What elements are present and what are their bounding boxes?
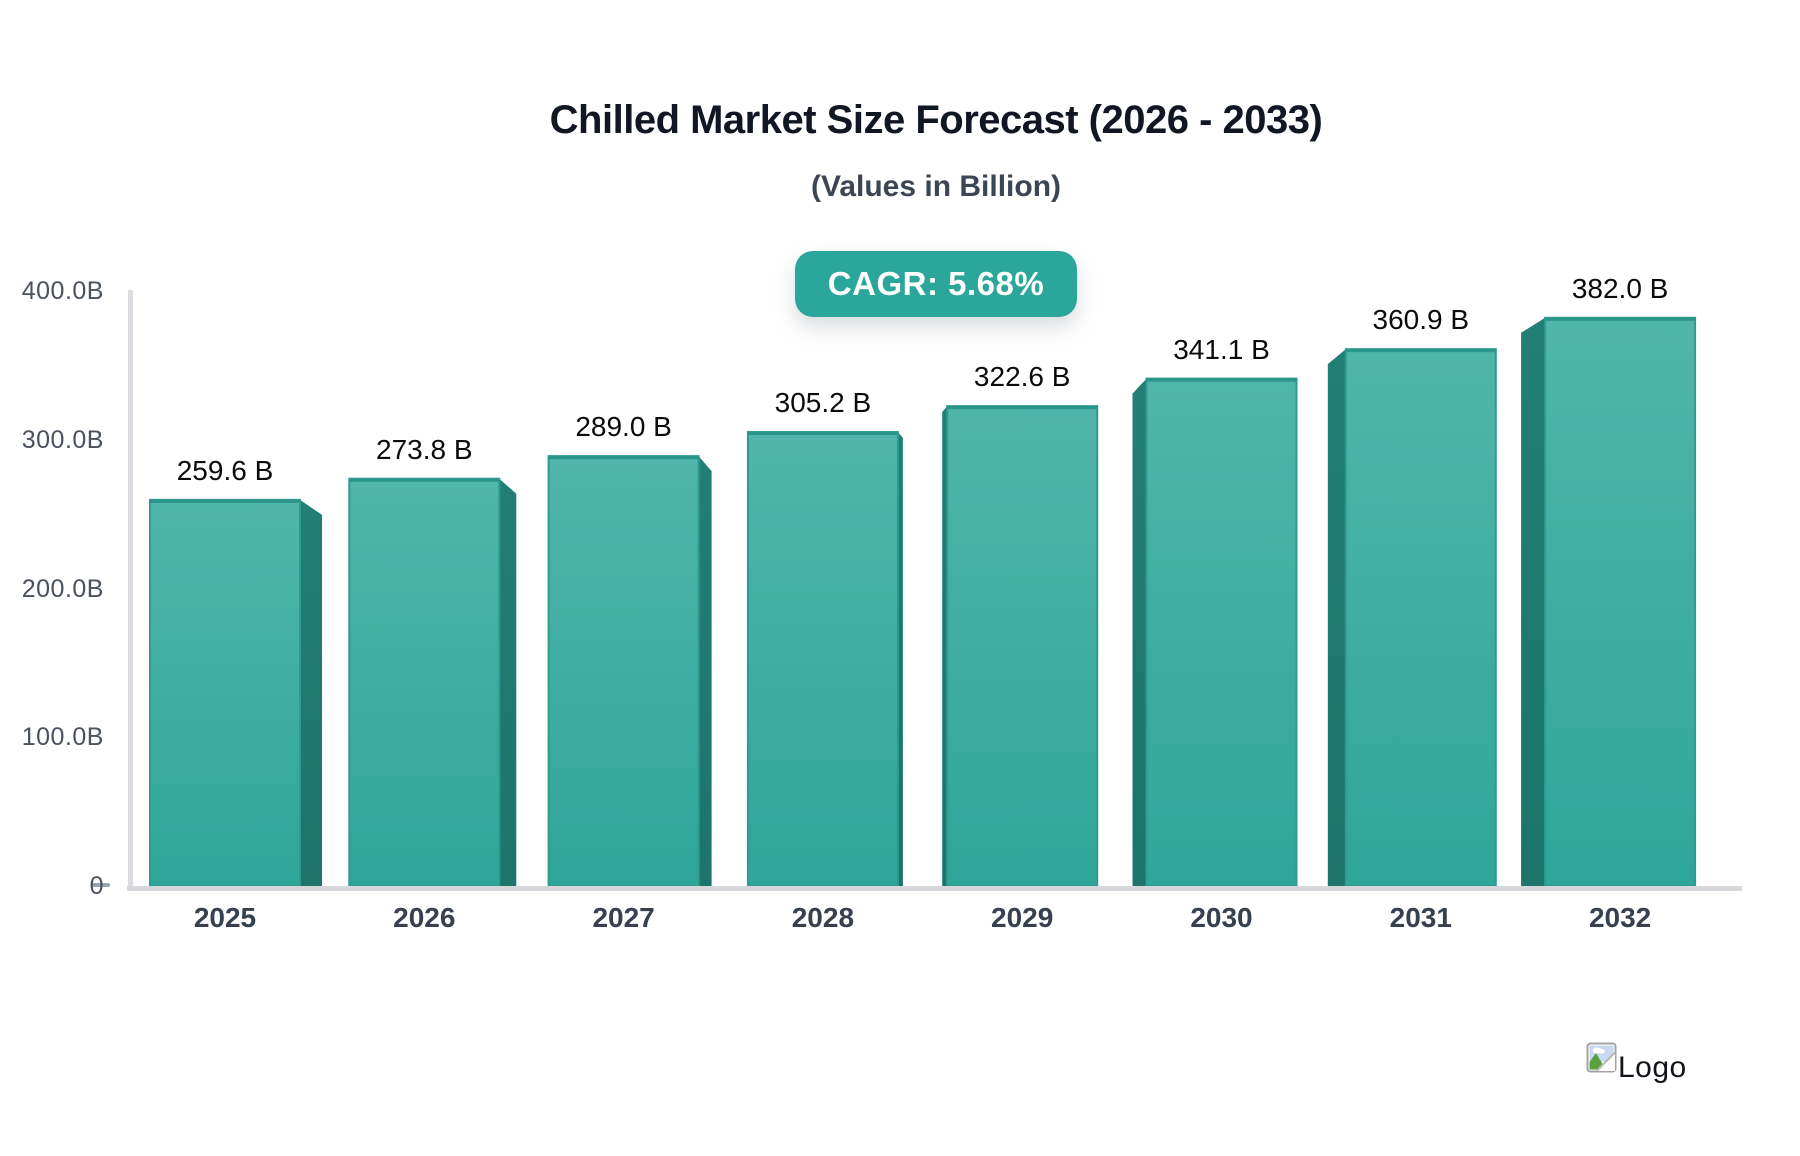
x-label-2027: 2027 [592, 902, 655, 933]
bar-front-face [1145, 377, 1298, 887]
bars-group [149, 316, 1697, 887]
y-tick-0: 0 [89, 872, 104, 900]
value-label-2026: 273.8 B [376, 433, 473, 465]
bar-front-face [149, 498, 301, 887]
value-label-2029: 322.6 B [973, 361, 1071, 393]
bar-side-face [1327, 349, 1346, 886]
bar-side-face [698, 456, 712, 886]
bar-2032 [1521, 316, 1697, 887]
value-label-2032: 382.0 B [1571, 272, 1669, 304]
bar-front-face [1544, 316, 1697, 887]
x-label-2032: 2032 [1588, 902, 1652, 933]
value-label-2030: 341.1 B [1173, 333, 1270, 365]
bar-2027 [547, 455, 712, 887]
bar-side-face [300, 499, 322, 886]
logo-text: Logo [1618, 1051, 1687, 1084]
x-label-2031: 2031 [1389, 902, 1452, 933]
chart-subtitle: (Values in Billion) [810, 170, 1062, 203]
x-label-2028: 2028 [791, 902, 855, 933]
bar-front-face [547, 455, 700, 887]
bar-2026 [348, 477, 517, 887]
logo: Logo [1586, 1042, 1687, 1085]
chart-title: Chilled Market Size Forecast (2026 - 203… [549, 98, 1323, 142]
bar-2025 [149, 498, 322, 887]
bar-front-face [946, 405, 1099, 887]
bar-2031 [1327, 348, 1497, 887]
x-baseline [127, 886, 1742, 891]
value-label-2027: 289.0 B [575, 411, 672, 443]
cagr-badge: CAGR: 5.68% [794, 251, 1078, 317]
bar-side-face [1132, 378, 1147, 886]
x-label-2026: 2026 [393, 902, 456, 933]
bar-2030 [1132, 377, 1298, 887]
bar-front-face [746, 431, 899, 887]
bar-2028 [746, 431, 903, 887]
y-tick-200: 200.0B [21, 574, 104, 603]
bar-side-face [897, 432, 903, 886]
y-axis-line [128, 290, 133, 888]
bar-front-face [1344, 348, 1497, 887]
value-label-2031: 360.9 B [1372, 304, 1470, 336]
broken-image-icon [1586, 1042, 1617, 1073]
zero-tick-dash [92, 883, 110, 887]
y-tick-100: 100.0B [21, 723, 104, 752]
bar-2029 [942, 405, 1099, 887]
y-tick-300: 300.0B [21, 425, 104, 454]
x-label-2030: 2030 [1190, 902, 1253, 933]
bar-front-face [348, 477, 501, 887]
value-label-2025: 259.6 B [176, 454, 274, 486]
y-tick-400: 400.0B [21, 277, 104, 305]
bar-side-face [942, 406, 948, 886]
x-label-2029: 2029 [991, 902, 1054, 933]
x-label-2025: 2025 [193, 902, 257, 933]
bar-side-face [499, 478, 517, 886]
cagr-badge-row: CAGR: 5.68% [72, 251, 1800, 317]
bar-side-face [1521, 317, 1546, 886]
value-label-2028: 305.2 B [774, 387, 872, 418]
